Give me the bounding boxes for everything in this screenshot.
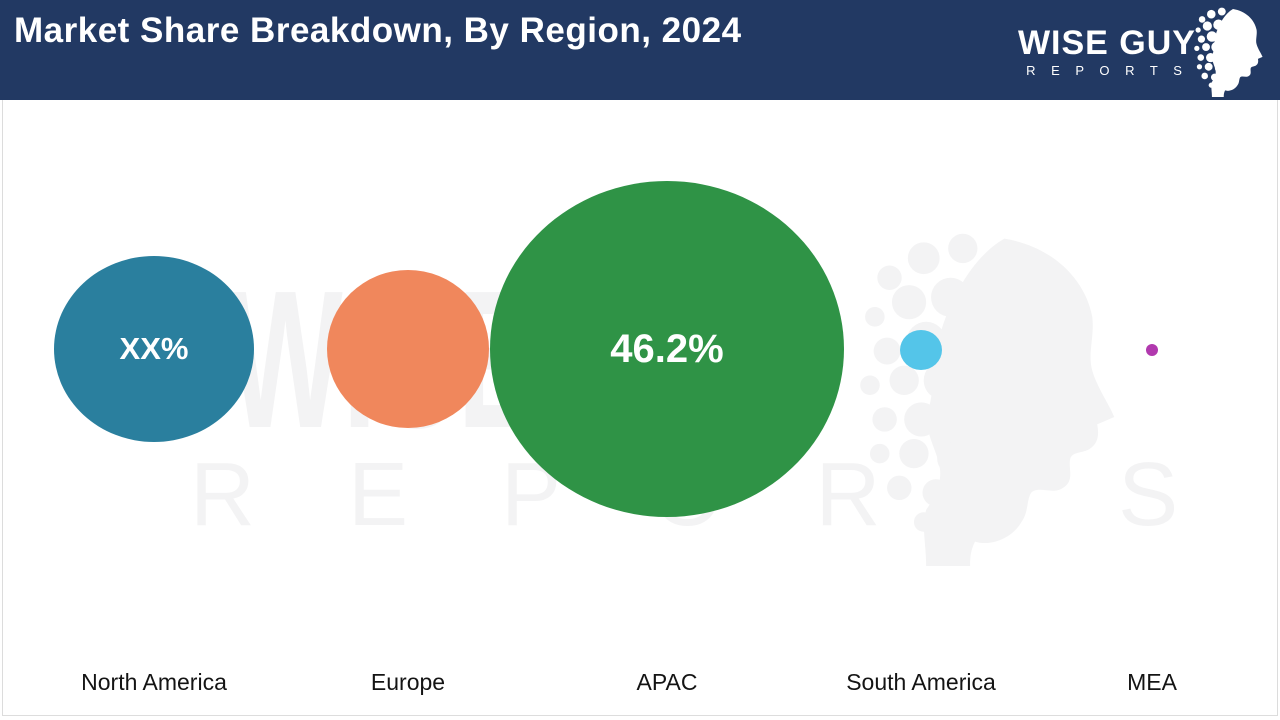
face-profile-icon bbox=[1190, 5, 1272, 97]
watermark-face-icon bbox=[846, 224, 1148, 566]
bubble-value-label-apac: 46.2% bbox=[610, 326, 724, 371]
bubble-mea bbox=[1146, 344, 1158, 356]
bubble-south-america bbox=[900, 330, 942, 370]
category-label-south-america: South America bbox=[846, 669, 996, 695]
logo-wordmark: WISE GUY bbox=[1017, 23, 1196, 62]
category-label-north-america: North America bbox=[81, 669, 227, 695]
header: Market Share Breakdown, By Region, 2024 … bbox=[0, 0, 1280, 100]
bubble-north-america: XX% bbox=[54, 256, 254, 442]
page-title: Market Share Breakdown, By Region, 2024 bbox=[14, 11, 742, 50]
category-label-mea: MEA bbox=[1127, 669, 1177, 695]
wise-guy-reports-logo: WISE GUY R E P O R T S bbox=[1018, 4, 1272, 98]
category-label-apac: APAC bbox=[636, 669, 698, 695]
bubble-europe bbox=[327, 270, 489, 428]
logo-text: WISE GUY R E P O R T S bbox=[1018, 26, 1196, 77]
bubble-value-label-north-america: XX% bbox=[119, 331, 189, 366]
bubble-apac: 46.2% bbox=[490, 181, 844, 517]
category-label-europe: Europe bbox=[370, 669, 446, 695]
logo-subtitle: R E P O R T S bbox=[1026, 62, 1188, 78]
